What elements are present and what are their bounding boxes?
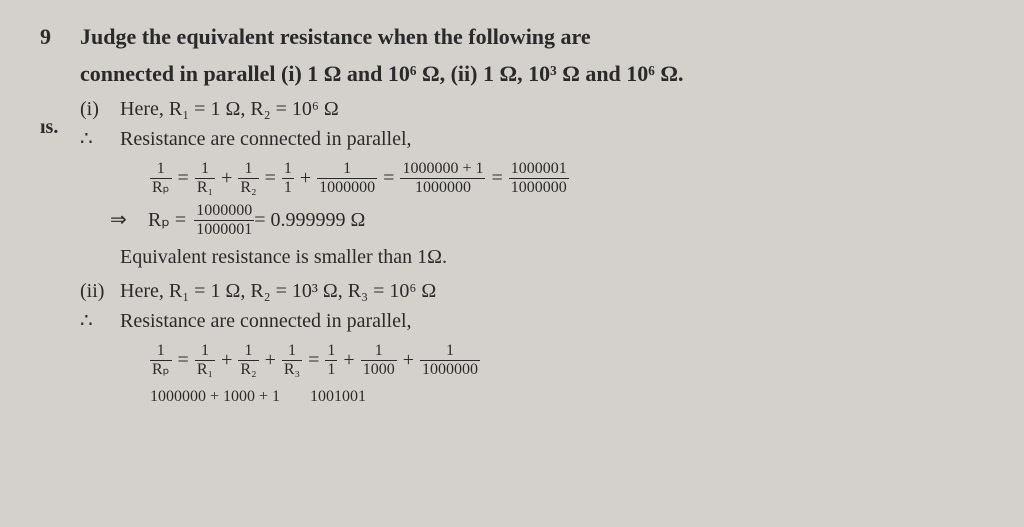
therefore-i: ∴	[80, 124, 120, 154]
part-i-result: ⇒ Rₚ = 10000001000001 = 0.999999 Ω	[110, 202, 984, 238]
part-ii-given: Here, R₁ = 1 Ω, R₂ = 10³ Ω, R₃ = 10⁶ Ω	[120, 276, 436, 306]
part-ii-statement: Resistance are connected in parallel,	[120, 306, 412, 336]
question-title-line1: Judge the equivalent resistance when the…	[80, 20, 984, 53]
part-ii-tail: 1000000 + 1000 + 1 1001001	[150, 385, 984, 409]
part-label-ii: (ii)	[80, 276, 120, 306]
part-i-given: Here, R₁ = 1 Ω, R₂ = 10⁶ Ω	[120, 94, 339, 124]
part-label-i: (i)	[80, 94, 120, 124]
margin-label: ıs.	[40, 112, 58, 142]
part-i-equation: 1Rₚ = 1R₁ + 1R₂ = 11 + 11000000 = 100000…	[150, 160, 984, 196]
therefore-ii: ∴	[80, 306, 120, 336]
question-title-line2: connected in parallel (i) 1 Ω and 10⁶ Ω,…	[80, 57, 984, 90]
question-number: 9	[40, 20, 80, 53]
part-i-statement: Resistance are connected in parallel,	[120, 124, 412, 154]
part-i-conclusion: Equivalent resistance is smaller than 1Ω…	[120, 242, 984, 272]
part-ii-equation: 1Rₚ = 1R₁ + 1R₂ + 1R₃ = 11 + 11000 + 110…	[150, 342, 984, 378]
